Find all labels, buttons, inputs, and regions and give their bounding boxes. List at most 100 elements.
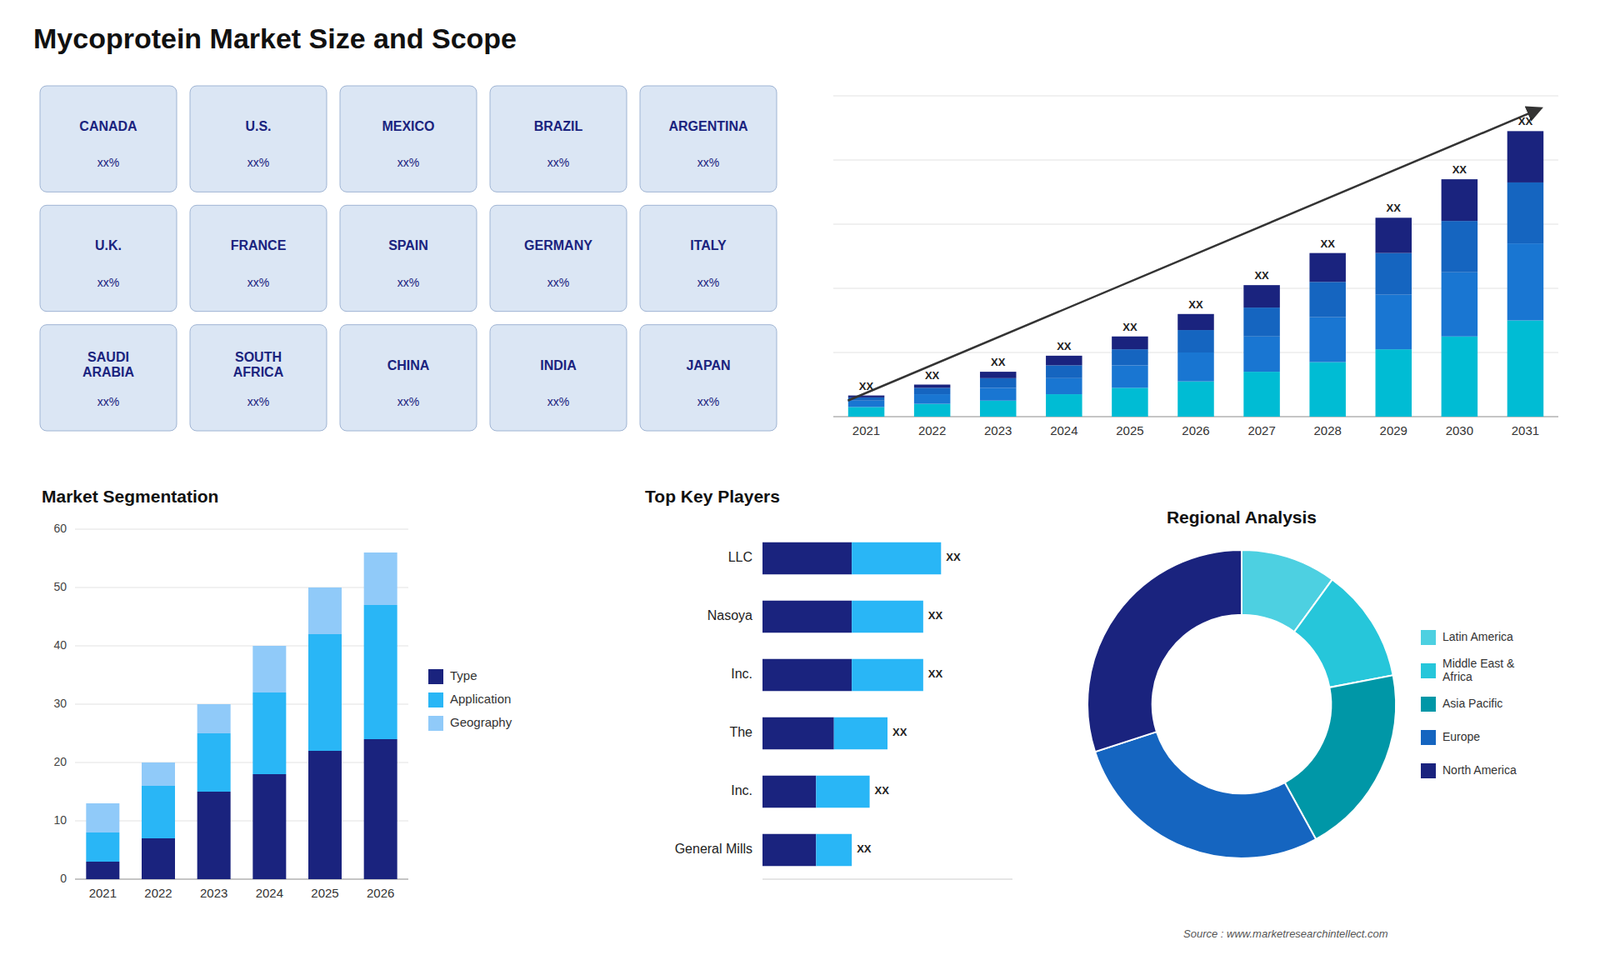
bar-segment <box>85 861 120 880</box>
bar-segment <box>1309 281 1346 317</box>
country-tile <box>490 85 627 192</box>
text-line: AFRICA <box>233 365 285 380</box>
bar-segment <box>1309 253 1346 283</box>
bar-segment <box>1045 365 1083 378</box>
bar-segment <box>141 762 175 786</box>
y-tick-label: The <box>729 725 753 740</box>
bar-segment <box>762 834 816 867</box>
grid-line <box>75 879 409 880</box>
country-share: xx% <box>397 395 420 409</box>
x-tick-label: 2021 <box>852 423 880 438</box>
legend-label: Latin America <box>1442 630 1514 644</box>
donut-slice <box>1294 579 1394 688</box>
bar-segment <box>815 834 852 867</box>
chart-title: Market Segmentation <box>41 486 219 506</box>
bar-segment <box>1243 336 1280 372</box>
donut-slice <box>1087 550 1242 752</box>
x-tick-label: 2027 <box>1247 423 1275 438</box>
bar-segment <box>851 659 924 692</box>
legend-label: Middle East &Africa <box>1442 656 1515 684</box>
grid-line <box>75 587 409 589</box>
text-line: Middle East & <box>1442 656 1515 670</box>
data-label: XX <box>1452 163 1468 176</box>
bar-segment <box>1375 295 1413 350</box>
bar-segment <box>848 406 885 417</box>
y-tick-label: Inc. <box>730 666 753 681</box>
country-tile <box>40 205 177 311</box>
country-name: INDIA <box>540 358 577 373</box>
bar-segment <box>141 785 175 839</box>
country-name: SPAIN <box>388 238 429 253</box>
grid-line <box>75 645 409 647</box>
bar-segment <box>85 803 120 833</box>
bar-segment <box>308 634 342 751</box>
y-tick-label: Inc. <box>730 783 753 798</box>
grid-line <box>833 160 1559 161</box>
country-tile <box>640 205 777 311</box>
bar-segment <box>834 717 888 750</box>
y-tick-label: Nasoya <box>707 608 753 623</box>
chart-bar: Market Segmentation010203040506020212022… <box>41 486 513 900</box>
page: Mycoprotein Market Size and ScopeSource … <box>0 0 1600 955</box>
bar-segment <box>85 832 120 862</box>
bar-segment <box>762 775 816 809</box>
country-tile <box>640 85 777 192</box>
y-tick-label: 20 <box>53 755 67 769</box>
legend-swatch <box>428 692 444 708</box>
bar-segment <box>914 385 951 389</box>
country-tile <box>340 85 477 192</box>
bar-segment <box>1177 330 1215 353</box>
data-label: XX <box>1320 237 1336 250</box>
text-line: SAUDI <box>87 350 130 365</box>
bar-segment <box>980 400 1017 417</box>
legend-swatch <box>1420 696 1436 712</box>
chart-title: Top Key Players <box>645 486 780 506</box>
x-tick-label: 2030 <box>1445 423 1474 438</box>
country-tile <box>190 205 327 311</box>
country-share: xx% <box>97 275 120 290</box>
x-tick-label: 2023 <box>984 423 1012 438</box>
source-note: Source : www.marketresearchintellect.com <box>1183 927 1389 940</box>
bar-segment <box>1507 130 1545 183</box>
x-tick-label: 2022 <box>144 885 172 900</box>
bar-segment <box>1045 394 1083 417</box>
bar-segment <box>252 645 286 693</box>
y-tick-label: 40 <box>53 638 67 652</box>
legend-swatch <box>1420 730 1436 745</box>
bar-segment <box>980 387 1017 400</box>
legend-label: Type <box>450 668 478 683</box>
legend-label: Asia Pacific <box>1442 696 1503 710</box>
trend-arrow <box>847 108 1540 400</box>
country-tile <box>490 205 627 311</box>
bar-segment <box>980 378 1017 389</box>
chart-donut: Regional AnalysisLatin AmericaMiddle Eas… <box>1087 507 1517 859</box>
bar-segment <box>1507 320 1545 418</box>
bar-segment <box>1111 349 1149 365</box>
x-axis-line <box>762 879 1013 880</box>
grid-line <box>75 820 409 822</box>
y-tick-label: LLC <box>728 550 753 565</box>
country-share: xx% <box>397 275 420 290</box>
bar-segment <box>851 542 941 575</box>
x-tick-label: 2025 <box>1115 423 1144 438</box>
grid-line <box>75 762 409 764</box>
bar-segment <box>1375 217 1413 253</box>
data-label: XX <box>859 380 875 393</box>
chart-map: CANADAxx%U.S.xx%MEXICOxx%BRAZILxx%ARGENT… <box>40 85 777 431</box>
text-line: ARABIA <box>82 365 135 380</box>
country-name: JAPAN <box>685 358 730 373</box>
bar-segment <box>1111 387 1149 417</box>
x-tick-label: 2024 <box>1050 423 1078 438</box>
background <box>0 0 1600 955</box>
bar-segment <box>1375 253 1413 295</box>
bar-segment <box>1243 285 1280 308</box>
bar-segment <box>197 733 231 792</box>
legend-label: Europe <box>1442 730 1480 744</box>
bar-segment <box>252 774 286 880</box>
bar-segment <box>1111 336 1149 350</box>
bar-segment <box>762 659 852 692</box>
country-share: xx% <box>547 275 570 290</box>
legend-swatch <box>428 669 444 685</box>
country-name: U.K. <box>95 238 122 253</box>
x-tick-label: 2028 <box>1313 423 1341 438</box>
